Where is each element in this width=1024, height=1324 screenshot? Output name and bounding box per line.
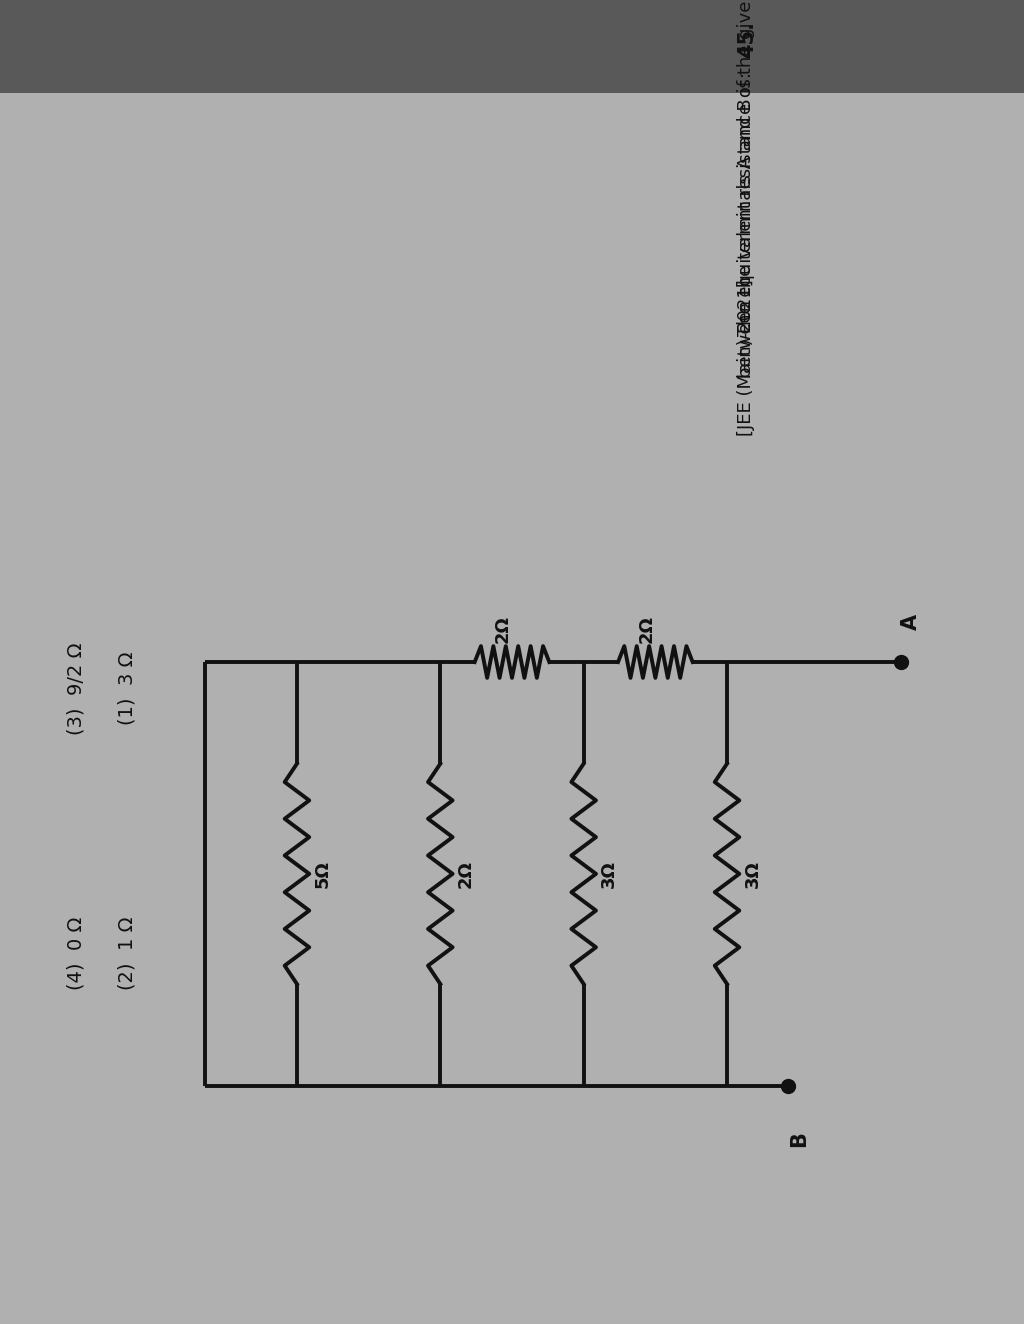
Text: 45.: 45. — [737, 21, 758, 58]
Text: (4)  0 Ω: (4) 0 Ω — [67, 916, 86, 990]
Text: 3Ω: 3Ω — [743, 859, 762, 888]
Text: A: A — [901, 614, 922, 630]
Text: between the terminals A and B is:: between the terminals A and B is: — [737, 71, 756, 379]
Text: The equivalent resistance of the given circuit: The equivalent resistance of the given c… — [737, 0, 756, 336]
Text: 2Ω: 2Ω — [494, 614, 512, 643]
Text: (3)  9/2 Ω: (3) 9/2 Ω — [67, 642, 86, 735]
Text: (2)  1 Ω: (2) 1 Ω — [118, 916, 137, 990]
Text: B: B — [788, 1131, 809, 1147]
Text: 2Ω: 2Ω — [457, 859, 475, 888]
Text: [JEE (Main)-2021]: [JEE (Main)-2021] — [737, 279, 756, 436]
Text: (1)  3 Ω: (1) 3 Ω — [118, 651, 137, 726]
Bar — [0, 0, 1024, 93]
Text: 2Ω: 2Ω — [637, 614, 655, 643]
Text: 3Ω: 3Ω — [600, 859, 618, 888]
Text: 5Ω: 5Ω — [313, 859, 332, 888]
